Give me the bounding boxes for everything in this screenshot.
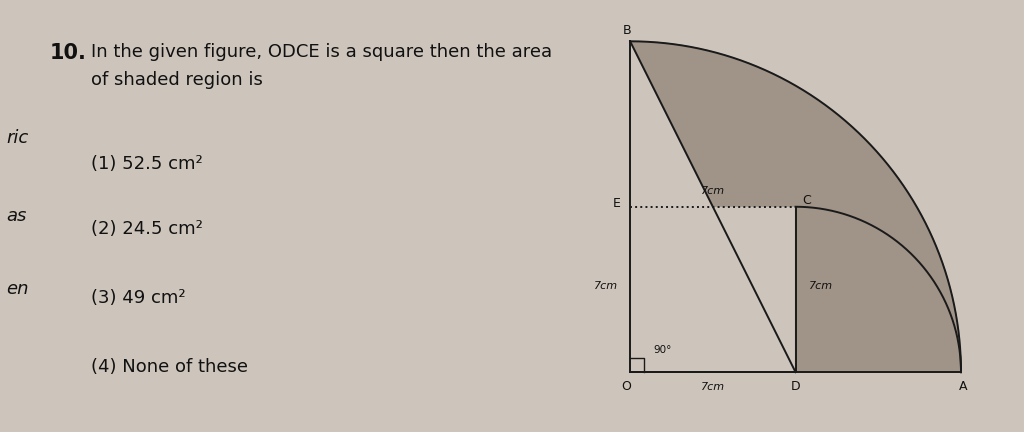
Text: 7cm: 7cm xyxy=(594,282,618,292)
Text: 7cm: 7cm xyxy=(700,186,725,196)
Text: 7cm: 7cm xyxy=(809,282,833,292)
Text: 10.: 10. xyxy=(50,43,87,63)
Text: (4) None of these: (4) None of these xyxy=(91,358,248,376)
Text: en: en xyxy=(6,280,29,299)
Polygon shape xyxy=(630,207,796,372)
Text: E: E xyxy=(612,197,621,210)
Text: C: C xyxy=(803,194,811,207)
Polygon shape xyxy=(796,207,961,372)
Text: (1) 52.5 cm²: (1) 52.5 cm² xyxy=(91,155,203,173)
Text: B: B xyxy=(623,24,631,37)
Text: 7cm: 7cm xyxy=(700,382,725,392)
Text: 90°: 90° xyxy=(653,345,672,355)
Text: ric: ric xyxy=(6,129,28,147)
Text: as: as xyxy=(6,207,27,225)
Text: O: O xyxy=(622,380,632,393)
Text: In the given figure, ODCE is a square then the area
of shaded region is: In the given figure, ODCE is a square th… xyxy=(91,43,552,89)
Text: (3) 49 cm²: (3) 49 cm² xyxy=(91,289,186,307)
Text: A: A xyxy=(959,380,968,393)
Text: D: D xyxy=(791,380,801,393)
Polygon shape xyxy=(796,207,961,372)
Text: (2) 24.5 cm²: (2) 24.5 cm² xyxy=(91,220,203,238)
Polygon shape xyxy=(630,41,961,372)
